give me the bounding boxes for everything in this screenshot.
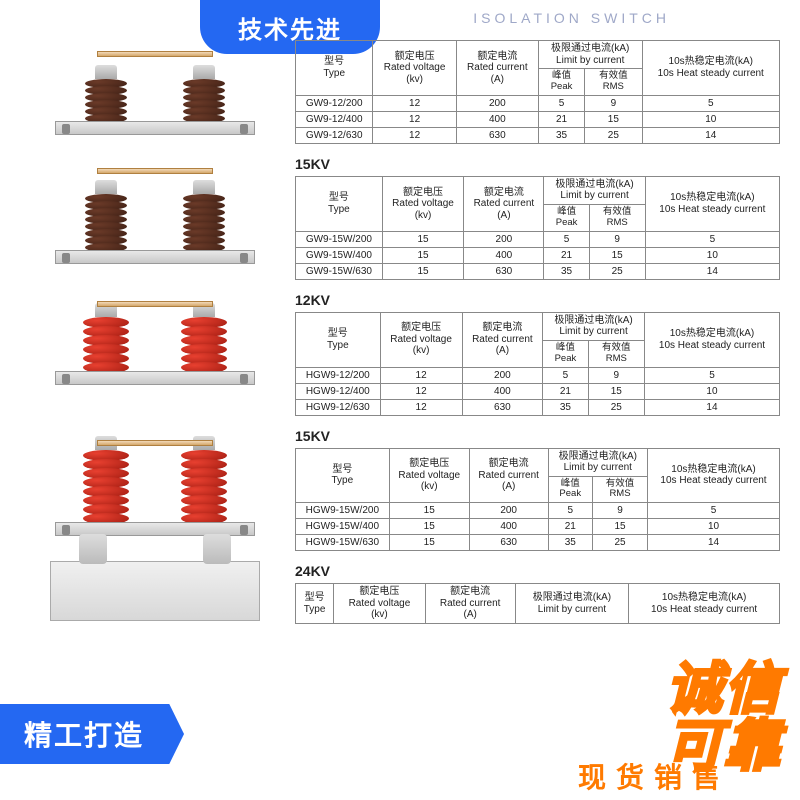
spec-section: 15KV 型号Type 额定电压Rated voltage(kv) 额定电流Ra…	[40, 426, 780, 552]
ribbon-left: 精工打造	[0, 704, 184, 764]
table-row: GW9-12/20012200 595	[296, 95, 780, 111]
spec-block: 15KV 型号Type 额定电压Rated voltage(kv) 额定电流Ra…	[295, 426, 780, 552]
table-row: GW9-12/40012400 211510	[296, 111, 780, 127]
table-row: HGW9-12/40012400 211510	[296, 383, 780, 399]
spec-table: 型号Type 额定电压Rated voltage(kv) 额定电流Rated c…	[295, 312, 780, 416]
spec-block: 15KV 型号Type 额定电压Rated voltage(kv) 额定电流Ra…	[295, 154, 780, 280]
product-image	[40, 426, 270, 536]
table-row: HGW9-15W/20015200 595	[296, 503, 780, 519]
product-image	[40, 40, 270, 135]
table-row: GW9-15W/20015200 595	[296, 231, 780, 247]
isolator-illustration	[55, 290, 255, 385]
table-row: GW9-15W/40015400 211510	[296, 247, 780, 263]
spec-section: 型号Type 额定电压Rated voltage(kv) 额定电流Rated c…	[40, 40, 780, 144]
spec-section: 15KV 型号Type 额定电压Rated voltage(kv) 额定电流Ra…	[40, 154, 780, 280]
product-image	[40, 561, 270, 621]
table-row: HGW9-12/63012630 352514	[296, 399, 780, 415]
section-title: 12KV	[295, 292, 780, 308]
content-area: 型号Type 额定电压Rated voltage(kv) 额定电流Rated c…	[40, 40, 780, 624]
isolator-illustration	[55, 154, 255, 264]
table-row: GW9-15W/63015630 352514	[296, 263, 780, 279]
spec-section: 24KV 型号Type 额定电压Rated voltage(kv) 额定电流Ra…	[40, 561, 780, 624]
isolator-illustration	[55, 40, 255, 135]
spec-table: 型号Type 额定电压Rated voltage(kv) 额定电流Rated c…	[295, 448, 780, 552]
section-title: 15KV	[295, 428, 780, 444]
stamp-sub: 现货销售	[578, 756, 730, 796]
isolator-partial	[50, 561, 260, 621]
spec-block: 12KV 型号Type 额定电压Rated voltage(kv) 额定电流Ra…	[295, 290, 780, 416]
product-image	[40, 154, 270, 264]
table-row: HGW9-12/20012200 595	[296, 367, 780, 383]
section-title: 24KV	[295, 563, 780, 579]
spec-block: 24KV 型号Type 额定电压Rated voltage(kv) 额定电流Ra…	[295, 561, 780, 624]
spec-table: 型号Type 额定电压Rated voltage(kv) 额定电流Rated c…	[295, 40, 780, 144]
spec-block: 型号Type 额定电压Rated voltage(kv) 额定电流Rated c…	[295, 40, 780, 144]
spec-table: 型号Type 额定电压Rated voltage(kv) 额定电流Rated c…	[295, 176, 780, 280]
page: ISOLATION SWITCH 技术先进 型号Type 额定电压Rated v…	[0, 0, 800, 800]
stamp-line-1: 诚信	[666, 660, 782, 717]
table-row: HGW9-15W/40015400 211510	[296, 519, 780, 535]
product-image	[40, 290, 270, 385]
section-title: 15KV	[295, 156, 780, 172]
header-subtitle: ISOLATION SWITCH	[473, 10, 670, 26]
spec-section: 12KV 型号Type 额定电压Rated voltage(kv) 额定电流Ra…	[40, 290, 780, 416]
spec-table: 型号Type 额定电压Rated voltage(kv) 额定电流Rated c…	[295, 583, 780, 624]
table-row: GW9-12/63012630 352514	[296, 127, 780, 143]
isolator-illustration	[55, 426, 255, 536]
table-row: HGW9-15W/63015630 352514	[296, 535, 780, 551]
